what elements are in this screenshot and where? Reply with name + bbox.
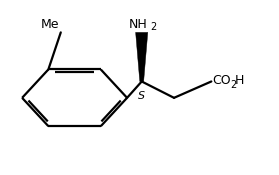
Text: S: S [138, 91, 145, 101]
Text: 2: 2 [230, 80, 236, 90]
Polygon shape [136, 32, 148, 82]
Text: Me: Me [41, 18, 59, 31]
Text: NH: NH [129, 18, 148, 31]
Text: H: H [235, 74, 244, 87]
Text: CO: CO [212, 74, 231, 87]
Text: 2: 2 [150, 22, 157, 32]
